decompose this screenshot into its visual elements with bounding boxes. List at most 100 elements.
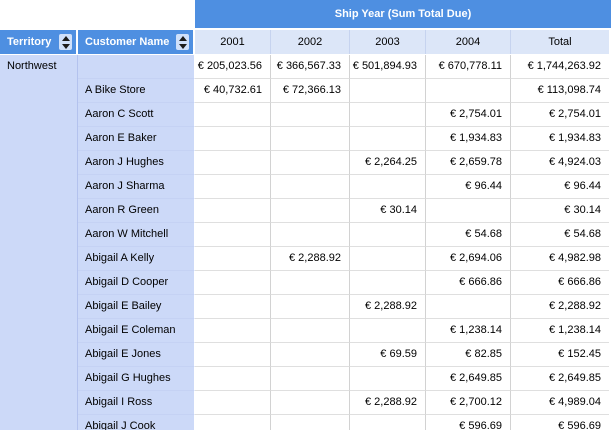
banner-row: Ship Year (Sum Total Due) <box>0 0 611 28</box>
value-cell-2001 <box>195 295 271 319</box>
value-cell-2001 <box>195 343 271 367</box>
territory-cell: Northwest <box>0 55 78 79</box>
value-cell-total: € 1,934.83 <box>511 127 609 151</box>
table-row: Aaron R Green € 30.14 € 30.14 <box>0 199 611 223</box>
territory-cell <box>0 223 78 247</box>
value-cell-2002 <box>271 199 350 223</box>
value-cell-2001 <box>195 199 271 223</box>
value-cell-2004: € 2,694.06 <box>426 247 511 271</box>
value-cell-2002: € 72,366.13 <box>271 79 350 103</box>
value-cell-2002 <box>271 151 350 175</box>
table-body: Northwest € 205,023.56 € 366,567.33 € 50… <box>0 55 611 430</box>
value-cell-2001 <box>195 367 271 391</box>
value-cell-2002: € 2,288.92 <box>271 247 350 271</box>
customer-name-cell: Aaron J Hughes <box>78 151 195 175</box>
value-cell-2003 <box>350 367 426 391</box>
table-row: Abigail G Hughes € 2,649.85 € 2,649.85 <box>0 367 611 391</box>
territory-cell <box>0 103 78 127</box>
value-cell-2001: € 205,023.56 <box>195 55 271 79</box>
customer-name-cell: Abigail E Bailey <box>78 295 195 319</box>
table-row: Northwest € 205,023.56 € 366,567.33 € 50… <box>0 55 611 79</box>
value-cell-2004 <box>426 295 511 319</box>
corner-spacer <box>0 0 195 28</box>
value-cell-2002 <box>271 343 350 367</box>
customer-name-cell: A Bike Store <box>78 79 195 103</box>
value-cell-total: € 2,649.85 <box>511 367 609 391</box>
value-cell-2002 <box>271 103 350 127</box>
table-row: Abigail D Cooper € 666.86 € 666.86 <box>0 271 611 295</box>
value-cell-2001 <box>195 151 271 175</box>
customer-sort-icon[interactable] <box>176 34 189 50</box>
table-row: Abigail E Coleman € 1,238.14 € 1,238.14 <box>0 319 611 343</box>
value-cell-2002 <box>271 175 350 199</box>
value-cell-total: € 666.86 <box>511 271 609 295</box>
customer-name-cell: Aaron C Scott <box>78 103 195 127</box>
column-header-2004: 2004 <box>426 30 511 54</box>
customer-name-cell <box>78 55 195 79</box>
value-cell-total: € 4,989.04 <box>511 391 609 415</box>
value-cell-2002 <box>271 271 350 295</box>
territory-cell <box>0 295 78 319</box>
customer-name-cell: Abigail I Ross <box>78 391 195 415</box>
customer-name-cell: Abigail G Hughes <box>78 367 195 391</box>
value-cell-2004: € 96.44 <box>426 175 511 199</box>
sort-down-arrow-icon <box>61 43 70 49</box>
table-row: A Bike Store € 40,732.61 € 72,366.13 € 1… <box>0 79 611 103</box>
value-cell-2003: € 501,894.93 <box>350 55 426 79</box>
value-cell-total: € 4,924.03 <box>511 151 609 175</box>
value-cell-2003 <box>350 175 426 199</box>
value-cell-2002 <box>271 391 350 415</box>
territory-cell <box>0 319 78 343</box>
table-row: Aaron J Hughes € 2,264.25 € 2,659.78 € 4… <box>0 151 611 175</box>
column-header-total: Total <box>511 30 609 54</box>
value-cell-total: € 152.45 <box>511 343 609 367</box>
column-header-customer-name[interactable]: Customer Name <box>78 30 195 54</box>
territory-cell <box>0 199 78 223</box>
column-header-2002: 2002 <box>271 30 350 54</box>
value-cell-2004: € 670,778.11 <box>426 55 511 79</box>
value-cell-2004: € 1,934.83 <box>426 127 511 151</box>
value-cell-2002 <box>271 295 350 319</box>
value-cell-2001 <box>195 175 271 199</box>
value-cell-2004: € 54.68 <box>426 223 511 247</box>
value-cell-2003: € 2,288.92 <box>350 391 426 415</box>
table-row: Abigail J Cook € 596.69 € 596.69 <box>0 415 611 430</box>
value-cell-2001 <box>195 319 271 343</box>
table-row: Aaron C Scott € 2,754.01 € 2,754.01 <box>0 103 611 127</box>
sort-up-arrow-icon <box>61 35 70 41</box>
value-cell-2003 <box>350 223 426 247</box>
customer-name-cell: Abigail D Cooper <box>78 271 195 295</box>
column-header-2003: 2003 <box>350 30 426 54</box>
value-cell-2004 <box>426 79 511 103</box>
value-cell-2003 <box>350 127 426 151</box>
value-cell-2004: € 2,700.12 <box>426 391 511 415</box>
table-row: Abigail A Kelly € 2,288.92 € 2,694.06 € … <box>0 247 611 271</box>
value-cell-2003 <box>350 415 426 430</box>
customer-name-cell: Aaron J Sharma <box>78 175 195 199</box>
value-cell-2002 <box>271 415 350 430</box>
value-cell-2002 <box>271 367 350 391</box>
value-cell-2003 <box>350 247 426 271</box>
territory-sort-icon[interactable] <box>59 34 72 50</box>
customer-name-cell: Aaron E Baker <box>78 127 195 151</box>
value-cell-total: € 30.14 <box>511 199 609 223</box>
customer-name-cell: Aaron W Mitchell <box>78 223 195 247</box>
customer-name-cell: Abigail J Cook <box>78 415 195 430</box>
value-cell-total: € 1,744,263.92 <box>511 55 609 79</box>
value-cell-2001 <box>195 415 271 430</box>
column-header-row: Territory Customer Name 2001 2002 2003 2… <box>0 30 611 54</box>
value-cell-2004 <box>426 199 511 223</box>
value-cell-2002 <box>271 127 350 151</box>
table-row: Abigail E Jones € 69.59 € 82.85 € 152.45 <box>0 343 611 367</box>
value-cell-2003: € 30.14 <box>350 199 426 223</box>
value-cell-total: € 2,288.92 <box>511 295 609 319</box>
column-header-territory[interactable]: Territory <box>0 30 78 54</box>
territory-cell <box>0 175 78 199</box>
value-cell-total: € 54.68 <box>511 223 609 247</box>
customer-name-header-label: Customer Name <box>85 36 170 48</box>
territory-cell <box>0 79 78 103</box>
value-cell-total: € 596.69 <box>511 415 609 430</box>
value-cell-2002: € 366,567.33 <box>271 55 350 79</box>
value-cell-2003: € 2,288.92 <box>350 295 426 319</box>
